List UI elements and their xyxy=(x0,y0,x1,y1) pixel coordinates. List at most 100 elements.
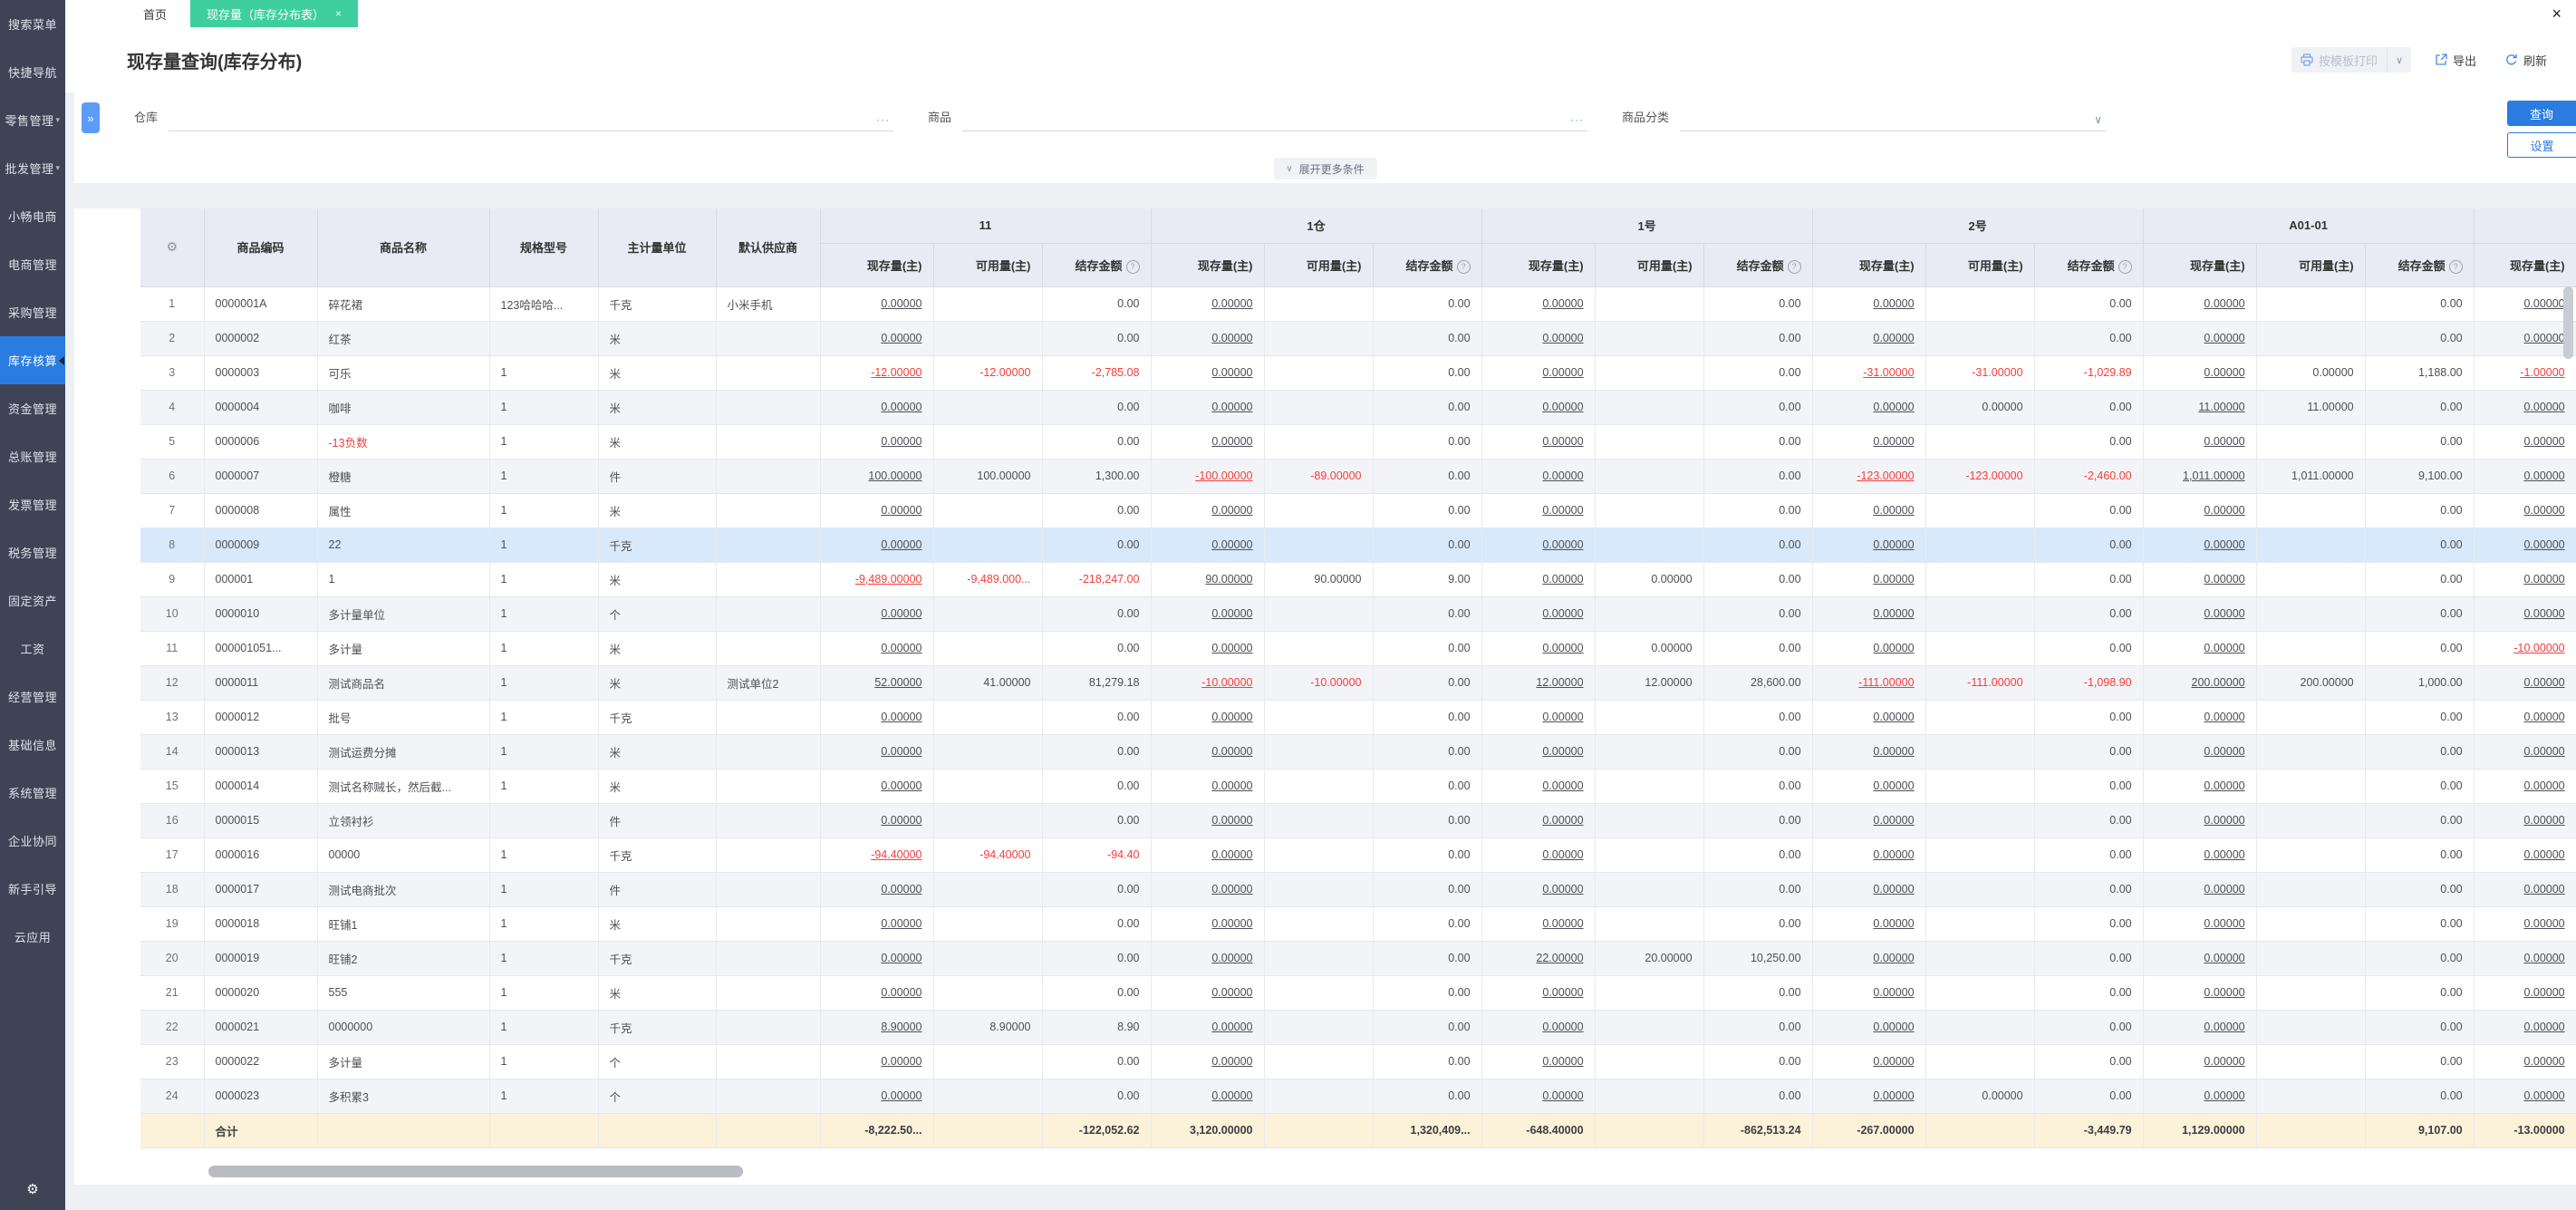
cell-qty-onhand[interactable]: 0.00000 xyxy=(2143,631,2257,666)
cell-qty-onhand[interactable]: -12.00000 xyxy=(820,355,934,391)
table-row[interactable]: 15 0000014 测试名称贼长，然后截... 1 米 0.00000 0.00 0.000… xyxy=(140,769,2576,804)
cell-qty-onhand[interactable]: 0.00000 xyxy=(2143,355,2257,391)
cell-qty-onhand[interactable]: 0.00000 xyxy=(2143,493,2257,528)
cell-qty-onhand[interactable]: 0.00000 xyxy=(2143,872,2257,907)
cell-qty-onhand[interactable]: 0.00000 xyxy=(1812,975,1926,1011)
horizontal-scrollbar[interactable] xyxy=(208,1166,743,1177)
table-row[interactable]: 14 0000013 测试运费分摊 1 米 0.00000 0.00 0.00000 0.00 0… xyxy=(140,734,2576,770)
settings-button[interactable]: 设置 xyxy=(2507,132,2576,158)
cell-qty-onhand[interactable]: 0.00000 xyxy=(1481,1044,1596,1079)
sidebar-item[interactable]: 批发管理 ▾ xyxy=(5,162,61,176)
cell-qty-onhand[interactable]: 0.00000 xyxy=(820,769,934,804)
cell-qty-onhand[interactable]: 0.00000 xyxy=(2474,1010,2576,1045)
cell-qty-onhand[interactable]: 0.00000 xyxy=(1481,906,1596,942)
cell-qty-onhand[interactable]: 8.90000 xyxy=(820,1010,934,1045)
cell-qty-onhand[interactable]: 0.00000 xyxy=(2474,837,2576,873)
cell-qty-onhand[interactable]: 0.00000 xyxy=(2143,941,2257,976)
table-row[interactable]: 2 0000002 红茶米 0.00000 0.00 0.00000 0.00 0.00000… xyxy=(140,321,2576,356)
cell-qty-onhand[interactable]: 11.00000 xyxy=(2143,390,2257,425)
cell-qty-onhand[interactable]: 0.00000 xyxy=(2474,906,2576,942)
table-row[interactable]: 1 0000001A 碎花裙 123哈哈哈... 千克 小米手机 0.00000 0.00 0.… xyxy=(140,286,2576,322)
cell-qty-onhand[interactable]: 0.00000 xyxy=(1812,872,1926,907)
cell-qty-onhand[interactable]: 0.00000 xyxy=(1812,769,1926,804)
sidebar-item[interactable]: 税务管理 xyxy=(7,547,57,560)
table-row[interactable]: 7 0000008 属性 1 米 0.00000 0.00 0.00000 0.00 0.0000… xyxy=(140,493,2576,528)
cell-qty-onhand[interactable]: 0.00000 xyxy=(1481,424,1596,460)
table-row[interactable]: 4 0000004 咖啡 1 米 0.00000 0.00 0.00000 0.00 0.0000… xyxy=(140,390,2576,425)
cell-qty-onhand[interactable]: 0.00000 xyxy=(2143,906,2257,942)
cell-qty-onhand[interactable]: 0.00000 xyxy=(2474,700,2576,735)
cell-qty-onhand[interactable]: 0.00000 xyxy=(1151,493,1265,528)
sidebar-settings-gear-icon[interactable]: ⚙ xyxy=(26,1182,39,1197)
cell-qty-onhand[interactable]: 0.00000 xyxy=(1812,734,1926,770)
cell-qty-onhand[interactable]: 0.00000 xyxy=(2474,493,2576,528)
sidebar-item[interactable]: 库存核算 xyxy=(0,336,65,384)
cell-qty-onhand[interactable]: 0.00000 xyxy=(2474,803,2576,838)
help-question-icon[interactable]: ? xyxy=(1125,259,1140,274)
cell-qty-onhand[interactable]: 0.00000 xyxy=(1151,872,1265,907)
table-row[interactable]: 19 0000018 旺铺1 1 米 0.00000 0.00 0.00000 0.00 0.00… xyxy=(140,906,2576,942)
cell-qty-onhand[interactable]: 0.00000 xyxy=(1151,803,1265,838)
tab-inventory-distribution[interactable]: 现存量（库存分布表） × xyxy=(190,0,359,27)
cell-qty-onhand[interactable]: 0.00000 xyxy=(1812,631,1926,666)
cell-qty-onhand[interactable]: 0.00000 xyxy=(1812,528,1926,563)
cell-qty-onhand[interactable]: 0.00000 xyxy=(2143,734,2257,770)
cell-qty-onhand[interactable]: 0.00000 xyxy=(820,734,934,770)
cell-qty-onhand[interactable]: 0.00000 xyxy=(1812,562,1926,597)
cell-qty-onhand[interactable]: 0.00000 xyxy=(2143,596,2257,632)
sidebar-item[interactable]: 总账管理 xyxy=(7,450,57,464)
cell-qty-onhand[interactable]: 0.00000 xyxy=(1812,803,1926,838)
cell-qty-onhand[interactable]: 0.00000 xyxy=(2143,837,2257,873)
cell-qty-onhand[interactable]: 0.00000 xyxy=(820,596,934,632)
cell-qty-onhand[interactable]: 0.00000 xyxy=(1481,631,1596,666)
cell-qty-onhand[interactable]: 0.00000 xyxy=(2143,975,2257,1011)
cell-qty-onhand[interactable]: 0.00000 xyxy=(1151,734,1265,770)
sidebar-item[interactable]: 搜索菜单 xyxy=(7,18,57,32)
cell-qty-onhand[interactable]: 0.00000 xyxy=(1151,1044,1265,1079)
help-question-icon[interactable]: ? xyxy=(2448,259,2463,274)
cell-qty-onhand[interactable]: 0.00000 xyxy=(1151,528,1265,563)
cell-qty-onhand[interactable]: -9,489.00000 xyxy=(820,562,934,597)
sidebar-item[interactable]: 系统管理 xyxy=(7,787,57,800)
cell-qty-onhand[interactable]: 0.00000 xyxy=(820,803,934,838)
window-close-icon[interactable]: × xyxy=(2552,5,2562,23)
cell-qty-onhand[interactable]: 0.00000 xyxy=(1481,459,1596,494)
cell-qty-onhand[interactable]: 0.00000 xyxy=(1812,424,1926,460)
sidebar-item[interactable]: 快捷导航 xyxy=(7,66,57,80)
cell-qty-onhand[interactable]: 0.00000 xyxy=(2143,1010,2257,1045)
cell-qty-onhand[interactable]: 0.00000 xyxy=(820,286,934,322)
cell-qty-onhand[interactable]: 0.00000 xyxy=(1812,390,1926,425)
cell-qty-onhand[interactable]: 1,011.00000 xyxy=(2143,459,2257,494)
cell-qty-onhand[interactable]: 0.00000 xyxy=(2474,769,2576,804)
cell-qty-onhand[interactable]: 0.00000 xyxy=(1812,286,1926,322)
cell-qty-onhand[interactable]: 0.00000 xyxy=(2143,528,2257,563)
cell-qty-onhand[interactable]: 0.00000 xyxy=(1481,700,1596,735)
warehouse-input[interactable]: ··· xyxy=(169,103,894,131)
cell-qty-onhand[interactable]: 90.00000 xyxy=(1151,562,1265,597)
cell-qty-onhand[interactable]: 0.00000 xyxy=(1481,596,1596,632)
cell-qty-onhand[interactable]: 0.00000 xyxy=(2474,286,2576,322)
cell-qty-onhand[interactable]: -94.40000 xyxy=(820,837,934,873)
column-settings-gear-icon[interactable]: ⚙ xyxy=(166,239,178,255)
cell-qty-onhand[interactable]: -10.00000 xyxy=(1151,665,1265,701)
cell-qty-onhand[interactable]: 0.00000 xyxy=(820,906,934,942)
table-row[interactable]: 24 0000023 多积累3 1 个 0.00000 0.00 0.00000 0.00 0.0… xyxy=(140,1079,2576,1114)
table-row[interactable]: 22 0000021 0000000 1 千克 8.90000 8.90000 8.90 0.0… xyxy=(140,1010,2576,1045)
sidebar-item[interactable]: 零售管理 ▾ xyxy=(5,114,61,128)
cell-qty-onhand[interactable]: 0.00000 xyxy=(2143,1044,2257,1079)
cell-qty-onhand[interactable]: 0.00000 xyxy=(820,700,934,735)
cell-qty-onhand[interactable]: 0.00000 xyxy=(1151,975,1265,1011)
cell-qty-onhand[interactable]: 0.00000 xyxy=(1151,769,1265,804)
cell-qty-onhand[interactable]: 0.00000 xyxy=(2474,1044,2576,1079)
cell-qty-onhand[interactable]: -111.00000 xyxy=(1812,665,1926,701)
cell-qty-onhand[interactable]: 0.00000 xyxy=(1812,1044,1926,1079)
product-input[interactable]: ··· xyxy=(962,103,1588,131)
table-row[interactable]: 18 0000017 测试电商批次 1 件 0.00000 0.00 0.00000 0.00 0… xyxy=(140,872,2576,907)
cell-qty-onhand[interactable]: 0.00000 xyxy=(1481,872,1596,907)
cell-qty-onhand[interactable]: 0.00000 xyxy=(2474,734,2576,770)
cell-qty-onhand[interactable]: 0.00000 xyxy=(1151,355,1265,391)
cell-qty-onhand[interactable]: 0.00000 xyxy=(2143,803,2257,838)
refresh-button[interactable]: 刷新 xyxy=(2500,51,2552,70)
cell-qty-onhand[interactable]: 0.00000 xyxy=(820,1044,934,1079)
cell-qty-onhand[interactable]: 0.00000 xyxy=(2143,700,2257,735)
